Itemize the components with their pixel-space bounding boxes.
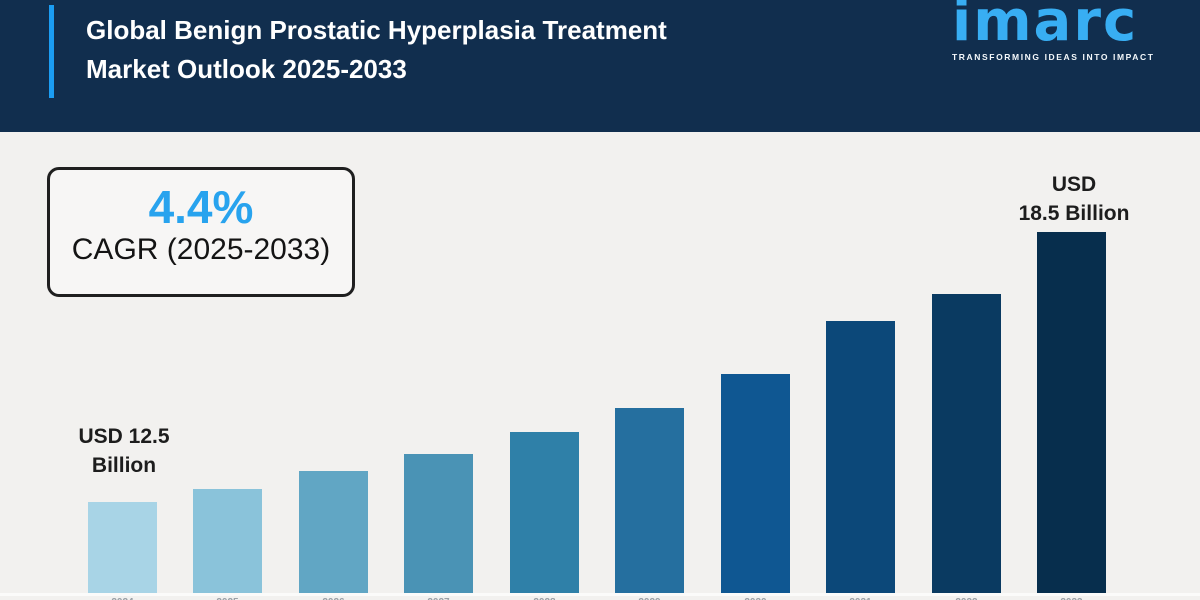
imarc-logo-wordmark: imarc [952, 0, 1139, 54]
x-tick-2031: 2031 [826, 597, 895, 600]
bar-2033 [1037, 232, 1106, 593]
x-tick-2032: 2032 [932, 597, 1001, 600]
page-title-line1: Global Benign Prostatic Hyperplasia Trea… [86, 15, 667, 45]
first-bar-value-line1: USD 12.5 [78, 425, 170, 448]
cagr-value: 4.4% [148, 181, 254, 233]
imarc-logo-tagline: TRANSFORMING IDEAS INTO IMPACT [952, 52, 1155, 62]
title-accent-bar [49, 5, 54, 98]
page-title: Global Benign Prostatic Hyperplasia Trea… [86, 11, 667, 89]
bar-2026 [299, 471, 368, 593]
x-tick-2026: 2026 [299, 597, 368, 600]
x-tick-2029: 2029 [615, 597, 684, 600]
x-tick-2033: 2033 [1037, 597, 1106, 600]
bar-2027 [404, 454, 473, 593]
last-bar-value-line1: USD [1051, 173, 1097, 196]
x-tick-2030: 2030 [721, 597, 790, 600]
x-tick-2027: 2027 [404, 597, 473, 600]
first-bar-value-line2: Billion [91, 454, 157, 477]
bar-2028 [510, 432, 579, 593]
bar-2031 [826, 321, 895, 593]
chart-area: USD 12.5 Billion USD 18.5 Billion 202420… [0, 132, 1200, 600]
last-bar-value-line2: 18.5 Billion [1018, 202, 1130, 225]
page-title-line2: Market Outlook 2025-2033 [86, 54, 407, 84]
x-axis-labels-cropped: 2024 2025 2026 2027 2028 2029 2030 2031 2032 2033 [88, 596, 1148, 600]
x-tick-2025: 2025 [193, 597, 262, 600]
bar-2029 [615, 408, 684, 593]
bar-2024 [88, 502, 157, 593]
x-axis-baseline [0, 593, 1200, 596]
header: Global Benign Prostatic Hyperplasia Trea… [0, 0, 1200, 132]
bar-2030 [721, 374, 790, 593]
cagr-box: 4.4% CAGR (2025-2033) [47, 167, 355, 297]
first-bar-value-label: USD 12.5 Billion [44, 422, 204, 480]
imarc-logo: imarc TRANSFORMING IDEAS INTO IMPACT [952, 0, 1167, 62]
x-tick-2028: 2028 [510, 597, 579, 600]
cagr-label: CAGR (2025-2033) [71, 233, 331, 266]
last-bar-value-label: USD 18.5 Billion [994, 170, 1154, 228]
x-tick-2024: 2024 [88, 597, 157, 600]
bar-chart [88, 133, 1148, 593]
bar-2025 [193, 489, 262, 593]
bar-2032 [932, 294, 1001, 593]
